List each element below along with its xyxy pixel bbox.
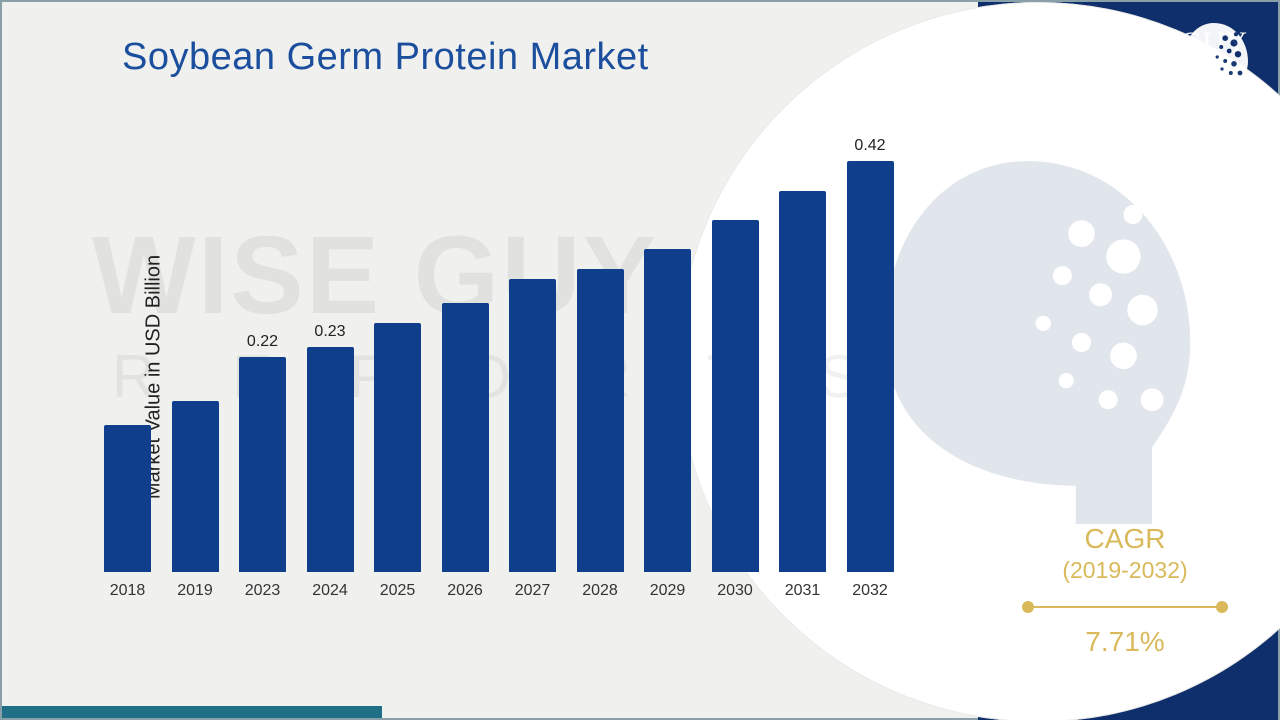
- x-axis-tick: 2024: [300, 582, 360, 600]
- x-axis-tick: 2030: [705, 582, 765, 600]
- chart-bar: [239, 357, 286, 572]
- page: WISE GUY R E P O R T S Soybean Germ Prot…: [0, 0, 1280, 720]
- logo-head-icon: [1174, 18, 1254, 108]
- chart-bar: [374, 323, 421, 572]
- chart-bar: [847, 161, 894, 572]
- chart-bar: [779, 191, 826, 572]
- cagr-dot-right: [1216, 601, 1228, 613]
- chart-bar: [442, 303, 489, 572]
- x-axis-tick: 2031: [773, 582, 833, 600]
- x-axis-tick: 2023: [233, 582, 293, 600]
- cagr-divider: [1028, 606, 1222, 608]
- chart-bar: [307, 347, 354, 572]
- chart-bar: [577, 269, 624, 572]
- bar-value-label: 0.22: [233, 333, 293, 351]
- cagr-dot-left: [1022, 601, 1034, 613]
- x-axis-tick: 2026: [435, 582, 495, 600]
- x-axis-tick: 2027: [503, 582, 563, 600]
- chart-bar: [644, 249, 691, 572]
- bar-value-label: 0.42: [840, 137, 900, 155]
- chart-area: Market Value in USD Billion 201820192023…: [72, 132, 912, 622]
- chart-bar: [509, 279, 556, 572]
- cagr-block: CAGR (2019-2032) 7.71%: [1020, 523, 1230, 658]
- cagr-value: 7.71%: [1020, 626, 1230, 658]
- chart-title: Soybean Germ Protein Market: [122, 36, 649, 79]
- x-axis-tick: 2032: [840, 582, 900, 600]
- x-axis-tick: 2019: [165, 582, 225, 600]
- x-axis-tick: 2025: [368, 582, 428, 600]
- chart-bar: [172, 401, 219, 572]
- cagr-title: CAGR: [1020, 523, 1230, 555]
- x-axis-tick: 2029: [638, 582, 698, 600]
- cagr-period: (2019-2032): [1020, 557, 1230, 584]
- bottom-accent-strip: [2, 706, 382, 718]
- chart-bar: [712, 220, 759, 572]
- brand-logo: WISEGUY REPORTS: [1102, 26, 1248, 74]
- x-axis-tick: 2018: [98, 582, 158, 600]
- chart-bar: [104, 425, 151, 572]
- x-axis-tick: 2028: [570, 582, 630, 600]
- chart-plot: 2018201920230.2220240.232025202620272028…: [102, 132, 912, 572]
- bar-value-label: 0.23: [300, 323, 360, 341]
